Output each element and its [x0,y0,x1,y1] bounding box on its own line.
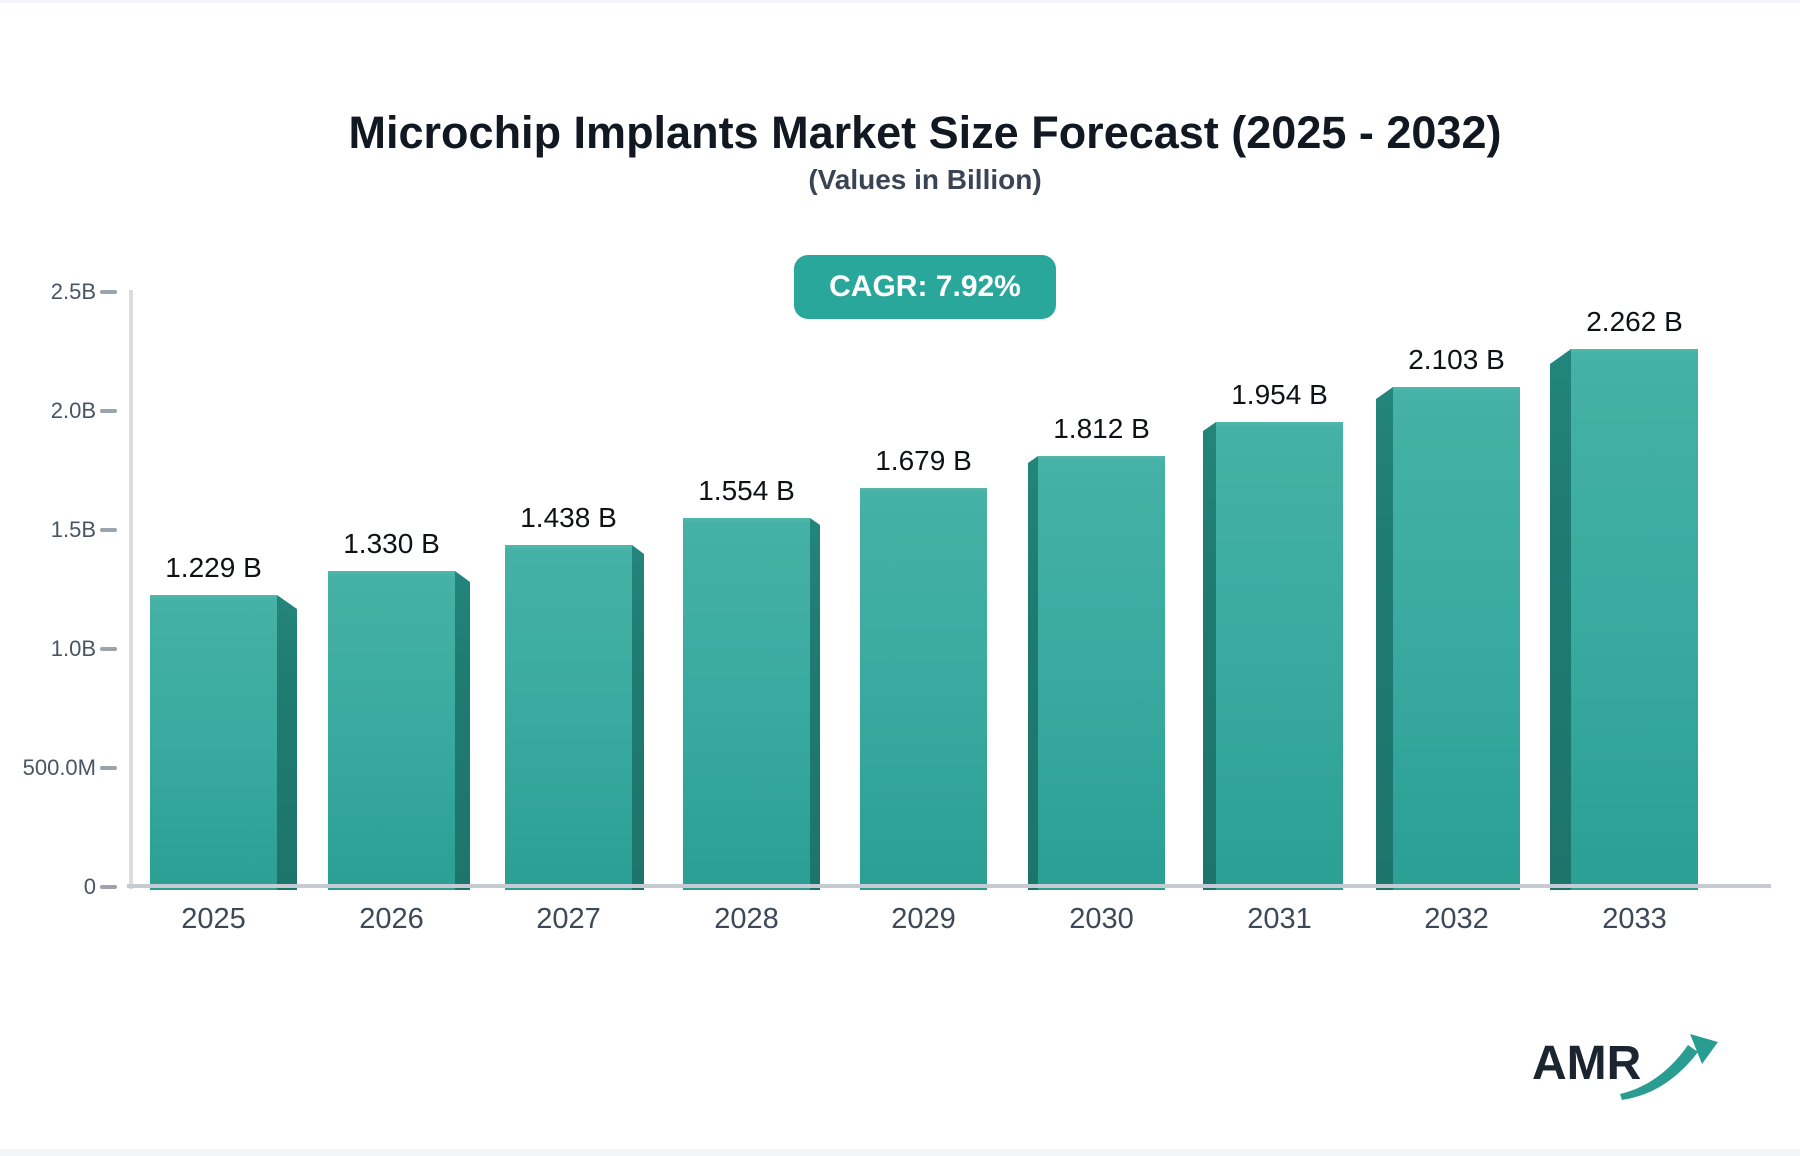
cagr-badge-wrap: CAGR: 7.92% [50,255,1800,319]
x-tick-label-2028: 2028 [714,903,779,935]
y-tick-dash [100,290,117,294]
x-tick-label-2026: 2026 [359,903,424,935]
y-tick-dash [100,528,117,532]
bar-value-label: 2.103 B [1408,344,1505,375]
y-tick-dash [100,766,117,770]
bar-value-label: 1.954 B [1231,379,1328,410]
bar-2025[interactable] [150,595,277,890]
y-tick-dash [100,885,117,889]
bar-2032-side-face [1376,387,1393,890]
x-tick-label-2032: 2032 [1424,903,1489,935]
y-tick-label: 1.5B [50,517,96,542]
chart-subtitle: (Values in Billion) [808,164,1042,195]
y-tick-label: 2.0B [50,398,96,423]
growth-arrow-icon [1620,1034,1718,1100]
bar-value-label: 1.330 B [343,528,440,559]
y-axis-line [129,290,133,889]
bar-value-label: 1.438 B [520,502,617,533]
bar-2028[interactable] [683,518,810,890]
bar-2033[interactable] [1571,349,1698,890]
x-tick-label-2027: 2027 [536,903,601,935]
bar-2028-side-face [810,518,820,890]
bar-2030-side-face [1028,456,1038,890]
bar-value-label: 1.812 B [1053,413,1150,444]
bar-2033-side-face [1550,349,1571,890]
amr-logo-text: AMR [1532,1037,1642,1090]
bar-2025-side-face [277,595,297,890]
y-tick-label: 1.0B [50,636,96,661]
bar-value-label: 1.679 B [875,445,972,476]
bar-2026[interactable] [328,571,455,890]
bar-value-label: 1.229 B [165,552,262,583]
chart-title: Microchip Implants Market Size Forecast … [348,107,1502,158]
x-tick-label-2031: 2031 [1247,903,1312,935]
bottom-edge-strip [0,1149,1800,1156]
bar-2027[interactable] [505,545,632,890]
x-axis-baseline [127,884,1771,888]
x-tick-label-2033: 2033 [1602,903,1667,935]
y-tick-dash [100,409,117,413]
bar-2032[interactable] [1393,387,1520,890]
y-tick-label: 2.5B [50,279,96,304]
x-tick-label-2025: 2025 [181,903,246,935]
bar-2031-side-face [1203,422,1216,890]
y-tick-label: 0 [83,874,96,899]
y-tick-label: 500.0M [22,755,96,780]
top-edge-strip [0,0,1800,3]
bar-2027-side-face [632,545,644,890]
y-tick-dash [100,647,117,651]
bar-2029[interactable] [860,488,987,890]
amr-logo: AMR [1532,1034,1722,1114]
bar-2026-side-face [455,571,470,890]
x-tick-label-2030: 2030 [1069,903,1134,935]
cagr-badge: CAGR: 7.92% [794,255,1056,319]
bar-2030[interactable] [1038,456,1165,890]
bar-value-label: 1.554 B [698,475,795,506]
bar-value-label: 2.262 B [1586,306,1683,337]
bar-2031[interactable] [1216,422,1343,890]
x-tick-label-2029: 2029 [891,903,956,935]
